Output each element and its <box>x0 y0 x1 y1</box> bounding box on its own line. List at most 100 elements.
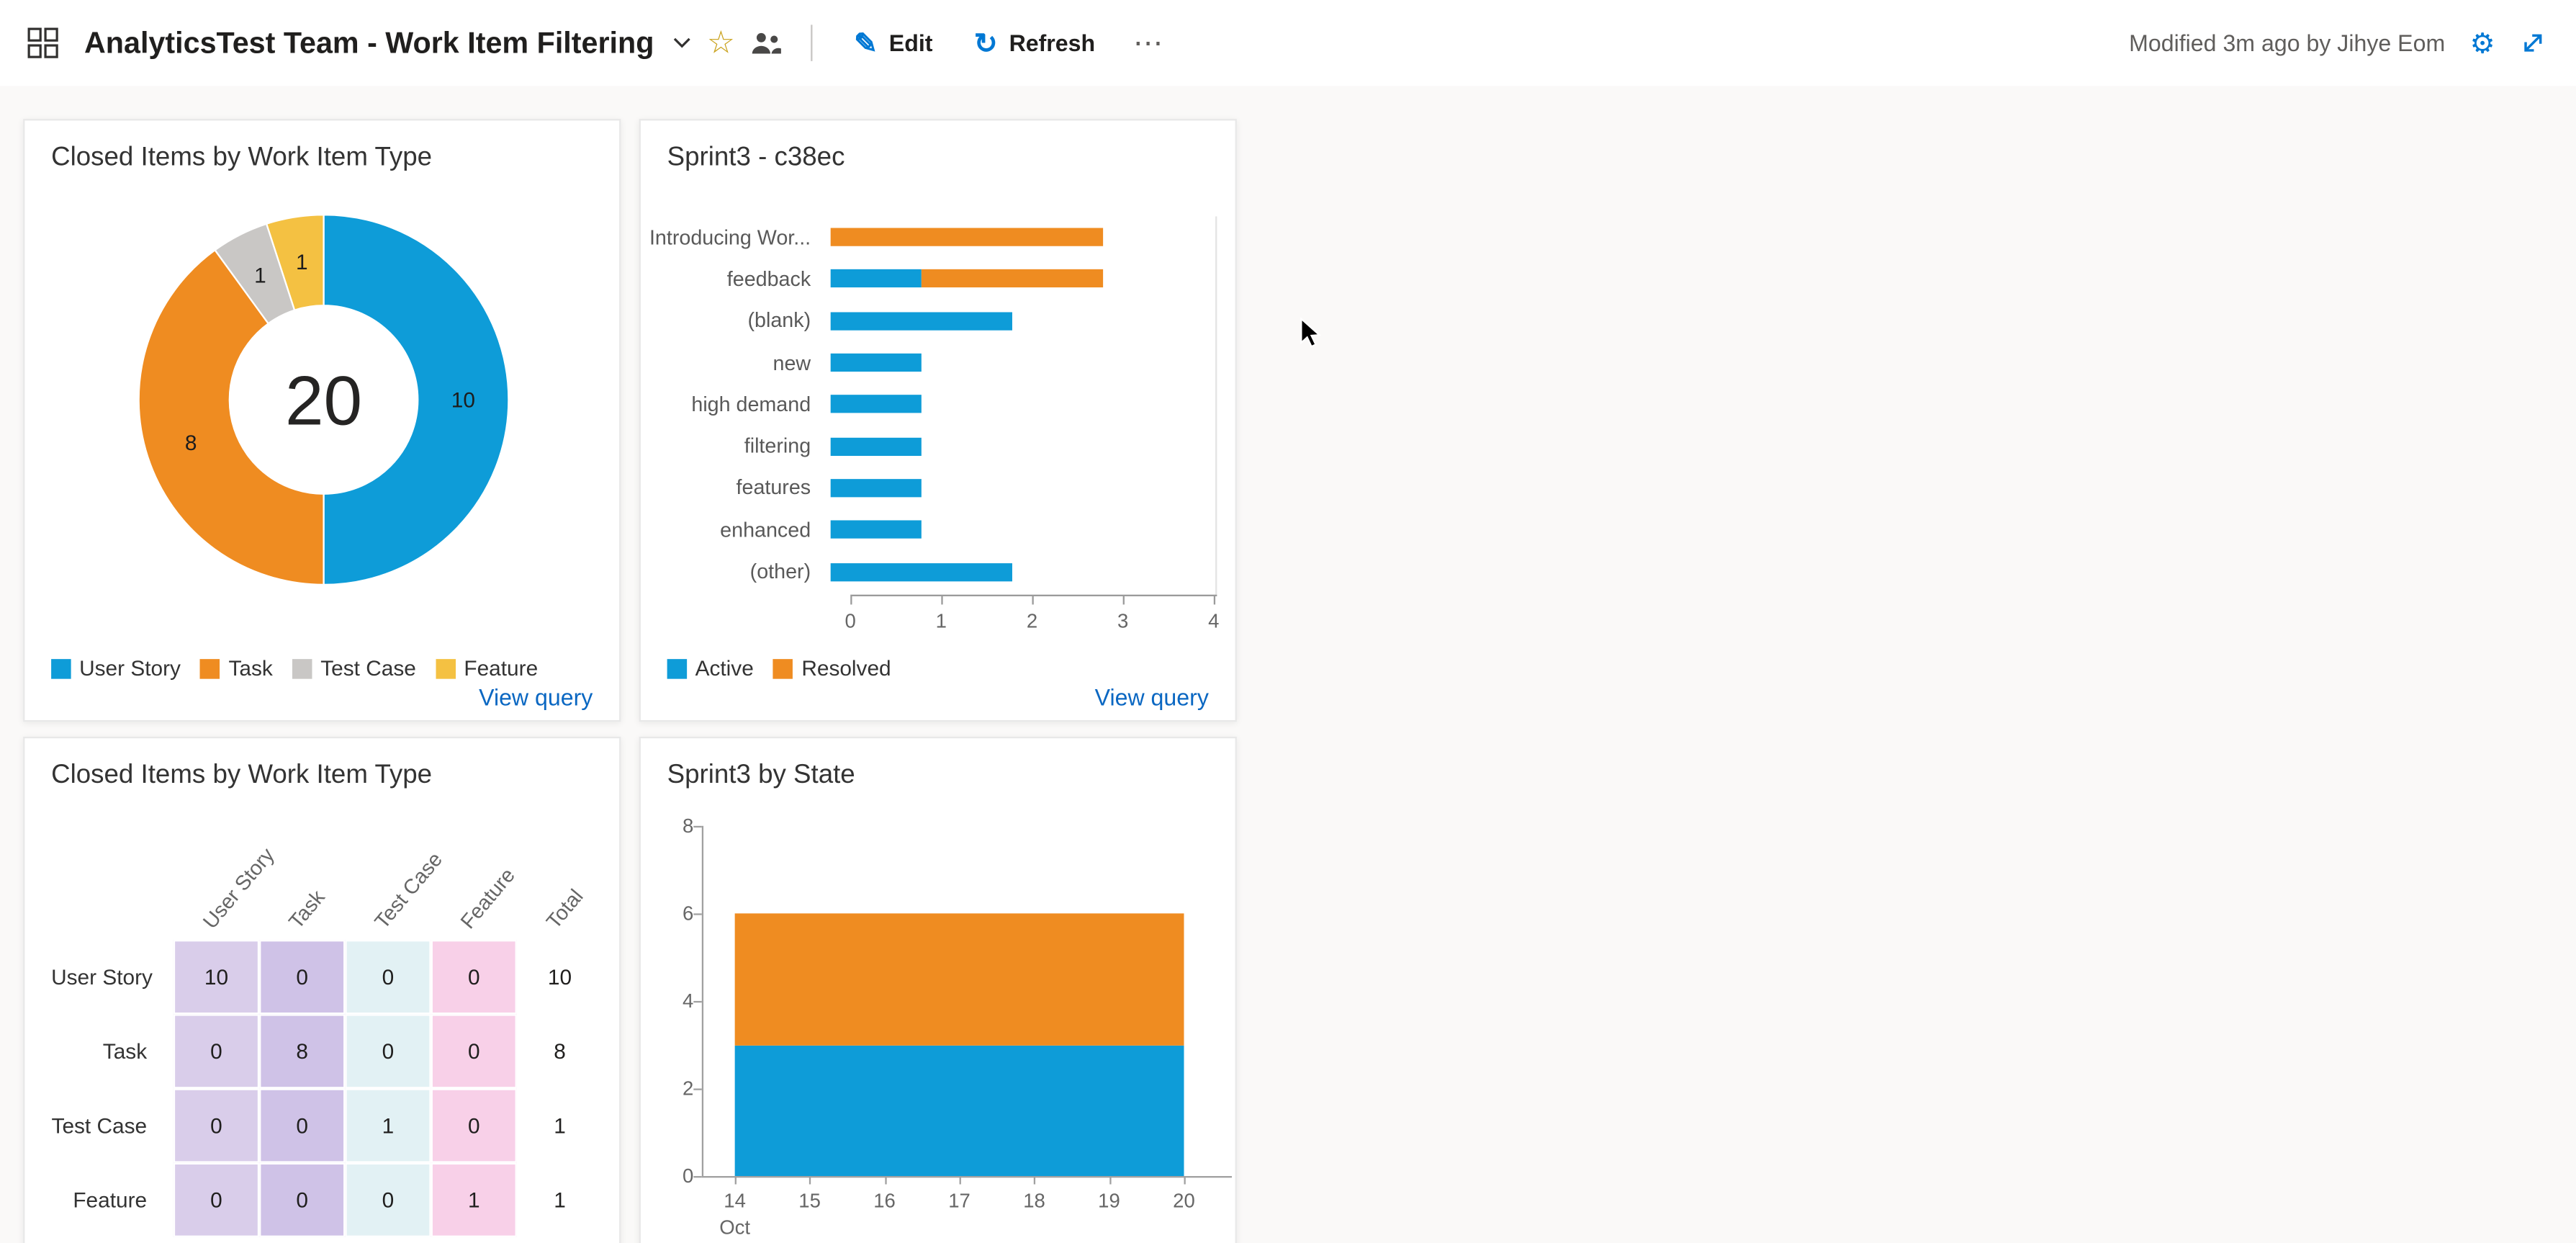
settings-gear-icon[interactable]: ⚙ <box>2469 27 2495 59</box>
plot-right-edge <box>1215 216 1217 595</box>
bar-track <box>830 436 1196 456</box>
widget-title: Sprint3 - c38ec <box>667 143 845 172</box>
area-series-resolved <box>734 913 1184 1045</box>
bar-category-label: feedback <box>726 267 811 291</box>
pivot-cell: 0 <box>431 940 517 1015</box>
refresh-button-label: Refresh <box>1009 30 1096 56</box>
widget-sprint3-tags-bars: Sprint3 - c38ec Introducing Wor... feedba… <box>639 119 1237 722</box>
pivot-cell: 8 <box>259 1014 346 1089</box>
refresh-icon: ↻ <box>973 27 998 59</box>
bar-segment-active <box>830 478 922 498</box>
widget-closed-items-table: Closed Items by Work Item Type User Stor… <box>23 736 621 1243</box>
legend-label: User Story <box>79 655 181 681</box>
modified-text: Modified 3m ago by Jihye Eom <box>2129 30 2446 56</box>
pivot-column-header: Task <box>284 886 330 933</box>
refresh-button[interactable]: ↻ Refresh <box>960 22 1108 63</box>
area-chart: 0 2 4 6 8 14 15 16 17 18 19 20 Oct <box>641 738 1235 1243</box>
bar-track <box>830 228 1196 247</box>
view-query-link[interactable]: View query <box>479 683 593 711</box>
chevron-down-icon[interactable] <box>672 36 693 49</box>
legend-swatch <box>292 658 312 678</box>
bar-row: features <box>641 467 1235 509</box>
y-axis-line <box>701 825 704 1177</box>
axis-tick <box>1213 596 1216 605</box>
x-tick-label: 14 <box>724 1189 746 1213</box>
bar-segment-resolved <box>830 228 1104 247</box>
bar-category-label: (blank) <box>747 309 811 333</box>
legend-item: Feature <box>436 656 538 681</box>
legend-label: Resolved <box>801 655 891 681</box>
pivot-cell: 0 <box>345 1014 431 1089</box>
donut-slice-value: 1 <box>254 264 266 288</box>
team-members-icon[interactable] <box>750 30 783 55</box>
y-tick-label: 0 <box>682 1164 694 1188</box>
pivot-cell: 0 <box>345 940 431 1015</box>
axis-tick-label: 0 <box>845 609 856 633</box>
fullscreen-expand-icon[interactable] <box>2520 30 2546 56</box>
bar-row: enhanced <box>641 509 1235 551</box>
pivot-cell: 0 <box>345 1162 431 1237</box>
legend-item: Task <box>200 656 273 681</box>
legend-swatch <box>773 658 793 678</box>
pivot-cell: 10 <box>173 940 260 1015</box>
x-tick-label: 16 <box>873 1189 896 1213</box>
favorite-star-icon[interactable]: ☆ <box>706 25 735 60</box>
x-tick <box>1034 1176 1036 1185</box>
bar-segment-active <box>830 436 922 456</box>
x-axis-line <box>701 1176 1233 1178</box>
donut-slice-value: 10 <box>451 388 475 412</box>
pivot-grid: User Story 10 0 0 0 10 Task 0 8 0 0 8 Test Case 0 0 1 0 1… <box>51 940 619 1237</box>
dashboard-header: AnalyticsTest Team - Work Item Filtering… <box>0 0 2576 86</box>
pivot-cell: 0 <box>173 1162 260 1237</box>
bar-track <box>830 562 1196 581</box>
pivot-row-label: Feature <box>73 1188 148 1213</box>
edit-button[interactable]: ✎ Edit <box>841 22 946 63</box>
pivot-cell: 1 <box>554 1113 566 1139</box>
y-tick <box>693 825 702 828</box>
x-tick-label: 20 <box>1173 1189 1195 1213</box>
donut-chart: 10 8 1 1 20 <box>138 214 510 586</box>
pivot-cell: 0 <box>431 1088 517 1163</box>
legend-label: Test Case <box>320 655 416 681</box>
pivot-cell: 10 <box>547 964 572 990</box>
pivot-column-header: Feature <box>456 863 520 933</box>
donut-slice-feature <box>265 214 325 312</box>
pivot-row: Test Case 0 0 1 0 1 <box>51 1088 619 1163</box>
bar-track <box>830 311 1196 331</box>
bar-row: new <box>641 342 1235 384</box>
legend-item: Resolved <box>773 656 891 681</box>
bar-category-label: filtering <box>744 434 811 458</box>
widget-title: Closed Items by Work Item Type <box>51 761 433 790</box>
view-query-link[interactable]: View query <box>1094 683 1209 711</box>
legend-label: Feature <box>464 655 539 681</box>
bar-row: Introducing Wor... <box>641 216 1235 258</box>
y-tick <box>693 1088 702 1090</box>
bar-track <box>830 478 1196 498</box>
pivot-row-label: User Story <box>51 964 153 990</box>
x-tick <box>959 1176 961 1185</box>
pivot-cell: 0 <box>259 1162 346 1237</box>
axis-tick <box>850 596 852 605</box>
dashboard-title[interactable]: AnalyticsTest Team - Work Item Filtering <box>84 25 654 59</box>
y-tick-label: 2 <box>682 1077 694 1100</box>
x-tick <box>809 1176 811 1185</box>
donut-slice-value: 1 <box>296 251 308 274</box>
x-tick-label: 19 <box>1098 1189 1120 1213</box>
widget-closed-items-donut: Closed Items by Work Item Type 10 8 1 1 20 U… <box>23 119 621 722</box>
mouse-cursor <box>1300 317 1322 348</box>
more-options-button[interactable]: ⋯ <box>1132 26 1163 60</box>
y-tick-label: 4 <box>682 989 694 1013</box>
pivot-row-label: Task <box>102 1038 148 1064</box>
bar-track <box>830 395 1196 414</box>
bar-category-label: features <box>736 476 811 500</box>
x-tick <box>734 1176 737 1185</box>
legend-label: Active <box>695 655 754 681</box>
bar-segment-active <box>830 311 1012 331</box>
pivot-cell: 0 <box>173 1014 260 1089</box>
bar-segment-active <box>830 395 922 414</box>
donut-slice-user-story <box>323 214 510 586</box>
pivot-cell: 0 <box>431 1014 517 1089</box>
legend-swatch <box>436 658 456 678</box>
pivot-column-header: User Story <box>198 843 279 933</box>
